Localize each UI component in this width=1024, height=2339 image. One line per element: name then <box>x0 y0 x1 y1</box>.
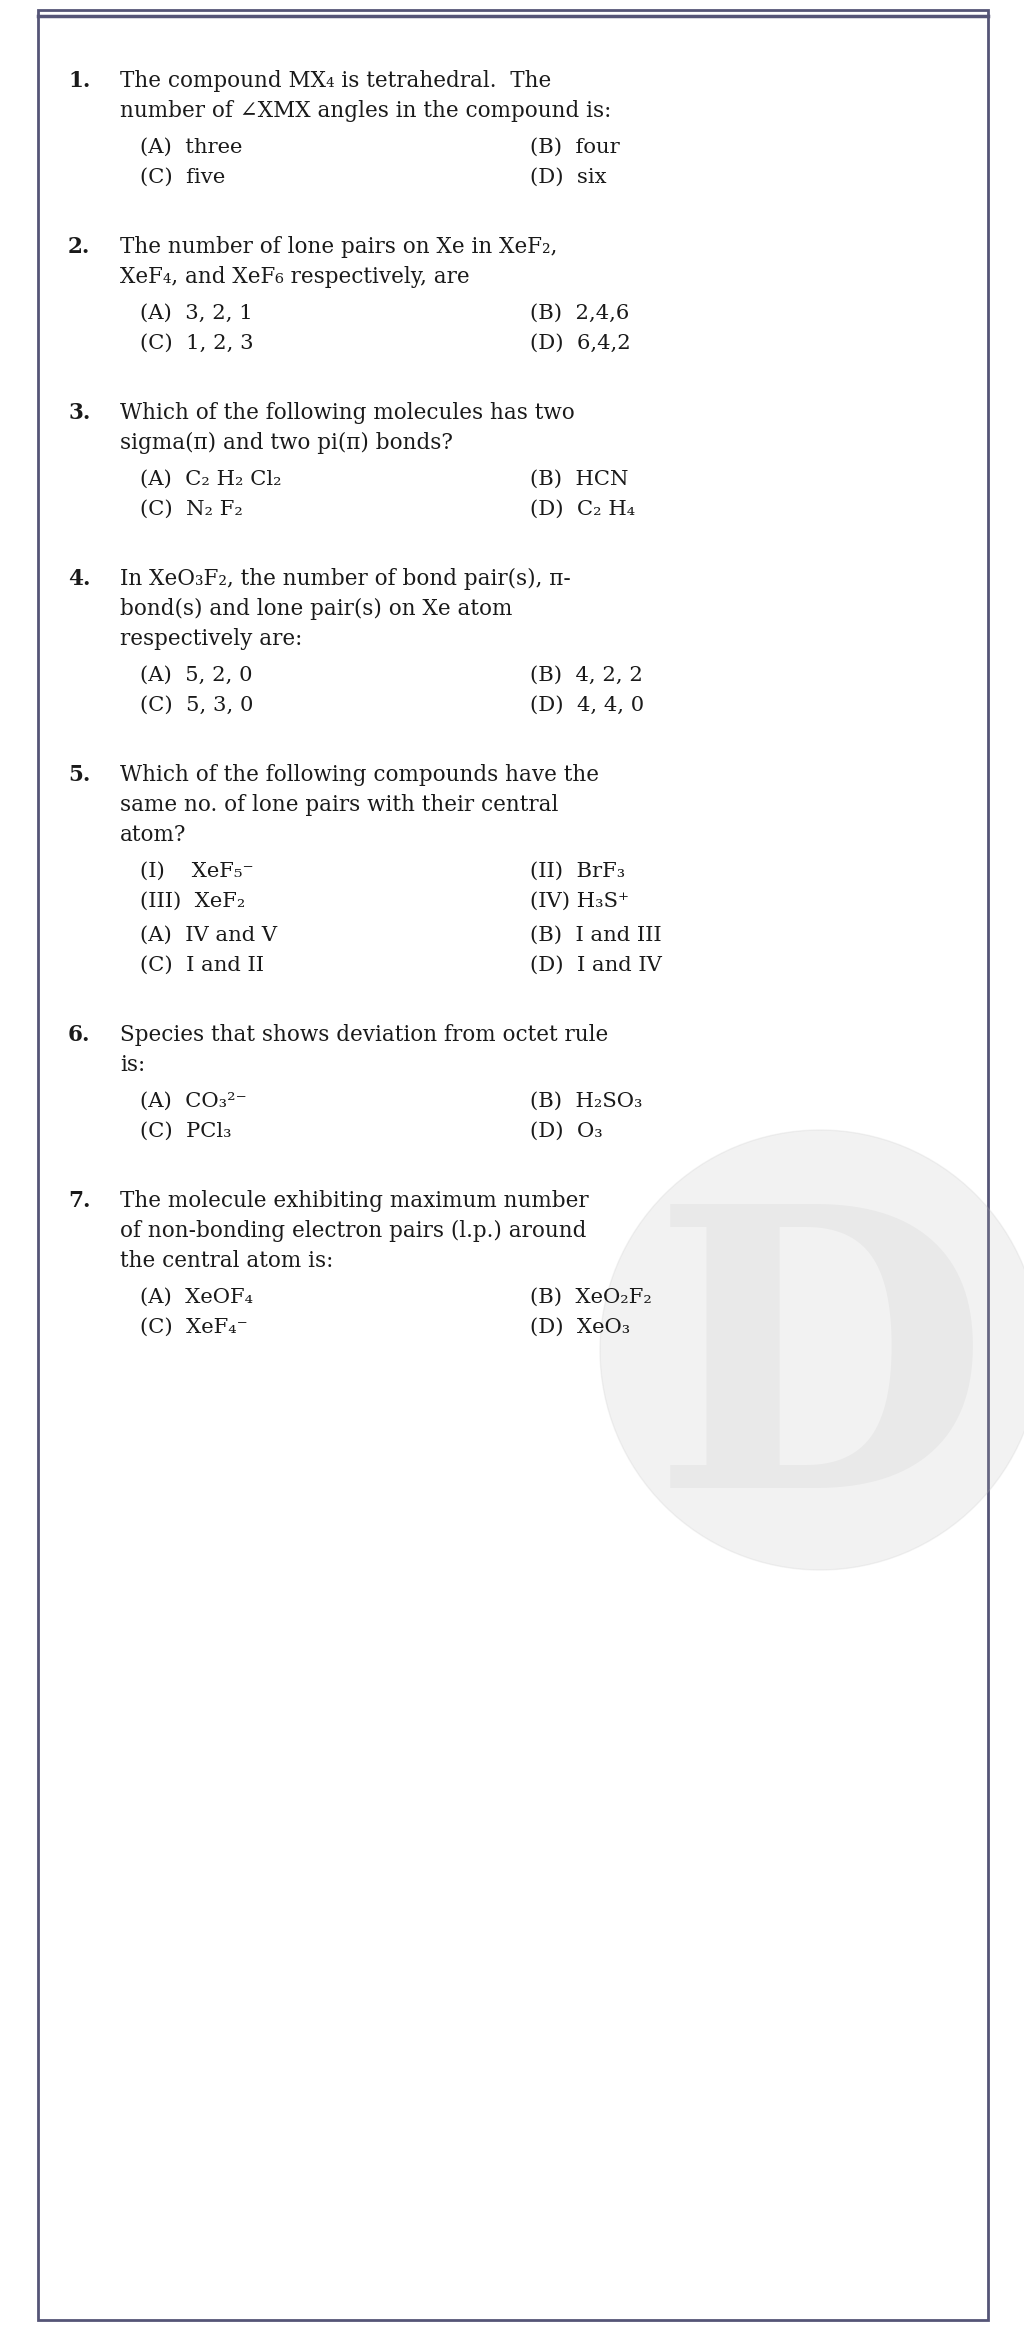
Text: (A)  three: (A) three <box>140 138 243 157</box>
Text: bond(s) and lone pair(s) on Xe atom: bond(s) and lone pair(s) on Xe atom <box>120 599 512 620</box>
Text: (A)  XeOF₄: (A) XeOF₄ <box>140 1289 253 1308</box>
Text: (A)  3, 2, 1: (A) 3, 2, 1 <box>140 304 253 323</box>
Text: number of ∠XMX angles in the compound is:: number of ∠XMX angles in the compound is… <box>120 101 611 122</box>
Text: (C)  I and II: (C) I and II <box>140 957 264 975</box>
Text: (C)  5, 3, 0: (C) 5, 3, 0 <box>140 697 253 716</box>
Text: (D)  XeO₃: (D) XeO₃ <box>530 1317 630 1338</box>
Text: (B)  XeO₂F₂: (B) XeO₂F₂ <box>530 1289 652 1308</box>
Text: the central atom is:: the central atom is: <box>120 1249 334 1272</box>
Text: 3.: 3. <box>68 402 90 423</box>
Text: The molecule exhibiting maximum number: The molecule exhibiting maximum number <box>120 1191 589 1212</box>
Text: (III)  XeF₂: (III) XeF₂ <box>140 891 246 910</box>
Text: (C)  PCl₃: (C) PCl₃ <box>140 1123 231 1141</box>
Text: (C)  N₂ F₂: (C) N₂ F₂ <box>140 501 243 519</box>
Text: (D)  six: (D) six <box>530 168 606 187</box>
Text: is:: is: <box>120 1055 145 1076</box>
Text: In XeO₃F₂, the number of bond pair(s), π-: In XeO₃F₂, the number of bond pair(s), π… <box>120 568 570 589</box>
Text: atom?: atom? <box>120 823 186 847</box>
Text: (B)  four: (B) four <box>530 138 620 157</box>
Text: of non-bonding electron pairs (l.p.) around: of non-bonding electron pairs (l.p.) aro… <box>120 1221 587 1242</box>
Text: sigma(π) and two pi(π) bonds?: sigma(π) and two pi(π) bonds? <box>120 433 453 454</box>
Text: (D)  I and IV: (D) I and IV <box>530 957 662 975</box>
Text: same no. of lone pairs with their central: same no. of lone pairs with their centra… <box>120 793 558 816</box>
Text: 6.: 6. <box>68 1024 90 1046</box>
Text: (C)  XeF₄⁻: (C) XeF₄⁻ <box>140 1317 248 1338</box>
Text: 5.: 5. <box>68 765 90 786</box>
Text: XeF₄, and XeF₆ respectively, are: XeF₄, and XeF₆ respectively, are <box>120 267 470 288</box>
Text: (B)  2,4,6: (B) 2,4,6 <box>530 304 630 323</box>
Text: (C)  five: (C) five <box>140 168 225 187</box>
Text: 1.: 1. <box>68 70 90 91</box>
Text: 4.: 4. <box>68 568 90 589</box>
Text: (A)  C₂ H₂ Cl₂: (A) C₂ H₂ Cl₂ <box>140 470 282 489</box>
Text: (A)  CO₃²⁻: (A) CO₃²⁻ <box>140 1092 247 1111</box>
Text: (I)    XeF₅⁻: (I) XeF₅⁻ <box>140 863 254 882</box>
Text: Species that shows deviation from octet rule: Species that shows deviation from octet … <box>120 1024 608 1046</box>
Text: The number of lone pairs on Xe in XeF₂,: The number of lone pairs on Xe in XeF₂, <box>120 236 557 257</box>
Text: (A)  IV and V: (A) IV and V <box>140 926 278 945</box>
Text: (B)  HCN: (B) HCN <box>530 470 629 489</box>
Text: The compound MX₄ is tetrahedral.  The: The compound MX₄ is tetrahedral. The <box>120 70 551 91</box>
Text: (II)  BrF₃: (II) BrF₃ <box>530 863 626 882</box>
Text: (D)  4, 4, 0: (D) 4, 4, 0 <box>530 697 644 716</box>
Text: (D)  C₂ H₄: (D) C₂ H₄ <box>530 501 635 519</box>
Text: (B)  I and III: (B) I and III <box>530 926 662 945</box>
Text: 2.: 2. <box>68 236 90 257</box>
Text: (IV) H₃S⁺: (IV) H₃S⁺ <box>530 891 629 910</box>
Text: D: D <box>651 1191 988 1569</box>
Text: (B)  H₂SO₃: (B) H₂SO₃ <box>530 1092 642 1111</box>
Text: Which of the following compounds have the: Which of the following compounds have th… <box>120 765 599 786</box>
Text: 7.: 7. <box>68 1191 90 1212</box>
Text: respectively are:: respectively are: <box>120 627 302 650</box>
Text: (D)  O₃: (D) O₃ <box>530 1123 603 1141</box>
Text: (D)  6,4,2: (D) 6,4,2 <box>530 334 631 353</box>
Text: (A)  5, 2, 0: (A) 5, 2, 0 <box>140 667 253 685</box>
Circle shape <box>600 1130 1024 1569</box>
Text: Which of the following molecules has two: Which of the following molecules has two <box>120 402 574 423</box>
Text: (C)  1, 2, 3: (C) 1, 2, 3 <box>140 334 254 353</box>
Text: (B)  4, 2, 2: (B) 4, 2, 2 <box>530 667 643 685</box>
